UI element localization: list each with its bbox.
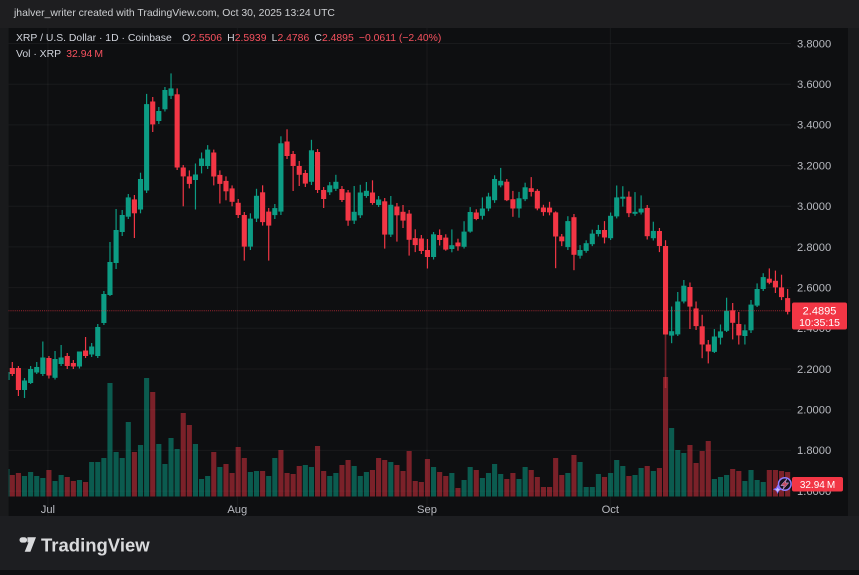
- svg-text:2.8000: 2.8000: [797, 242, 831, 254]
- svg-text:2.6000: 2.6000: [797, 282, 831, 294]
- svg-text:3.6000: 3.6000: [797, 79, 831, 91]
- svg-text:Oct: Oct: [602, 504, 620, 516]
- svg-text:32.94 M: 32.94 M: [800, 480, 835, 491]
- svg-text:TradingView: TradingView: [41, 535, 150, 556]
- svg-text:2.4895: 2.4895: [803, 306, 837, 318]
- svg-text:Sep: Sep: [417, 504, 437, 516]
- svg-text:Aug: Aug: [227, 504, 247, 516]
- svg-text:1.8000: 1.8000: [797, 445, 831, 457]
- svg-text:2.0000: 2.0000: [797, 405, 831, 417]
- svg-text:Jul: Jul: [41, 504, 55, 516]
- svg-text:2.2000: 2.2000: [797, 364, 831, 376]
- svg-text:10:35:15: 10:35:15: [799, 317, 840, 329]
- svg-text:3.4000: 3.4000: [797, 120, 831, 132]
- svg-text:3.8000: 3.8000: [797, 38, 831, 50]
- svg-text:3.2000: 3.2000: [797, 160, 831, 172]
- svg-text:3.0000: 3.0000: [797, 201, 831, 213]
